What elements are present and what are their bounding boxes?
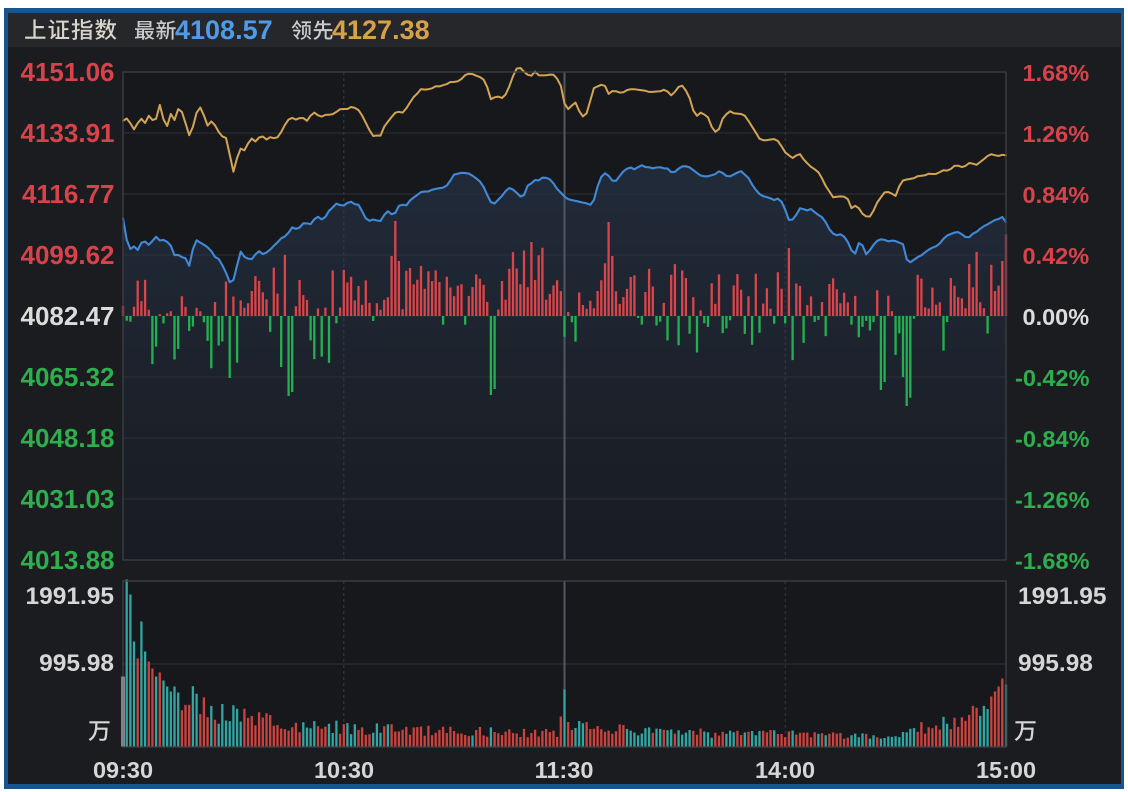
- svg-text:-0.42%: -0.42%: [1015, 365, 1090, 391]
- svg-text:4048.18: 4048.18: [21, 423, 115, 453]
- svg-text:14:00: 14:00: [755, 757, 815, 783]
- svg-text:-0.84%: -0.84%: [1015, 426, 1090, 452]
- svg-text:11:30: 11:30: [535, 757, 594, 783]
- svg-text:4116.77: 4116.77: [22, 179, 115, 209]
- svg-text:0.00%: 0.00%: [1023, 304, 1090, 330]
- svg-text:4151.06: 4151.06: [21, 57, 115, 87]
- svg-text:4108.57: 4108.57: [175, 15, 273, 45]
- svg-text:09:30: 09:30: [93, 757, 153, 783]
- svg-text:-1.68%: -1.68%: [1015, 548, 1090, 574]
- svg-text:4013.88: 4013.88: [21, 545, 115, 575]
- svg-text:995.98: 995.98: [1018, 650, 1093, 677]
- svg-text:4099.62: 4099.62: [21, 240, 115, 270]
- svg-text:0.42%: 0.42%: [1023, 243, 1090, 269]
- svg-text:4082.47: 4082.47: [21, 301, 115, 331]
- svg-text:1991.95: 1991.95: [25, 583, 114, 610]
- svg-text:4133.91: 4133.91: [21, 118, 115, 148]
- svg-text:15:00: 15:00: [976, 757, 1036, 783]
- svg-text:995.98: 995.98: [39, 650, 114, 677]
- svg-text:4031.03: 4031.03: [21, 484, 115, 514]
- svg-text:1.26%: 1.26%: [1023, 121, 1090, 147]
- svg-text:1991.95: 1991.95: [1018, 583, 1107, 610]
- svg-text:10:30: 10:30: [314, 757, 374, 783]
- svg-text:1.68%: 1.68%: [1023, 60, 1090, 86]
- svg-text:4127.38: 4127.38: [332, 15, 430, 45]
- svg-text:-1.26%: -1.26%: [1015, 487, 1090, 513]
- svg-text:0.84%: 0.84%: [1023, 182, 1090, 208]
- svg-text:4065.32: 4065.32: [21, 362, 115, 392]
